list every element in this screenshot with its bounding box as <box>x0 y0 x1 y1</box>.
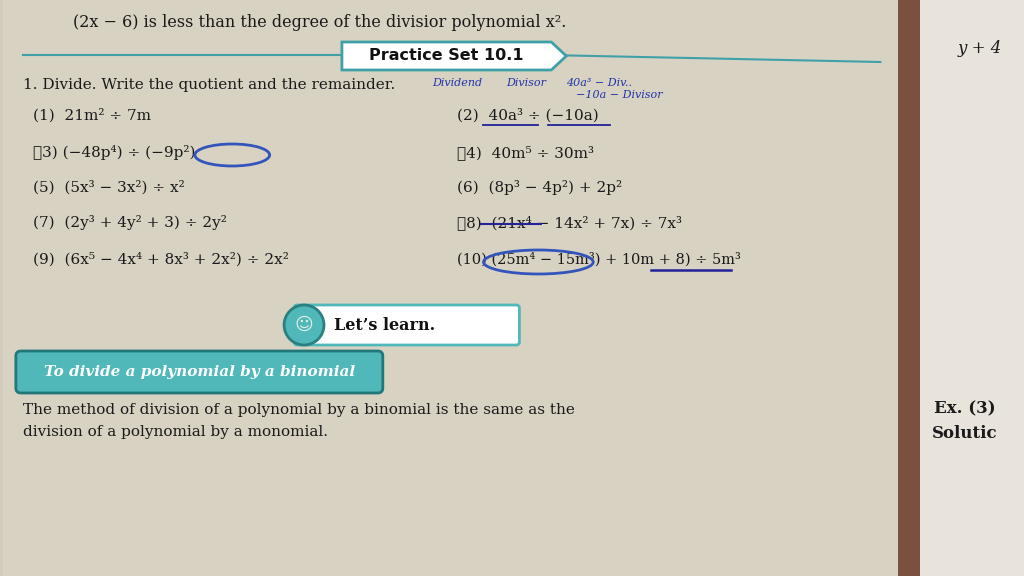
Text: (6)  (8p³ − 4p²) + 2p²: (6) (8p³ − 4p²) + 2p² <box>457 180 622 195</box>
Text: (2)  40a³ ÷ (−10a): (2) 40a³ ÷ (−10a) <box>457 108 598 122</box>
FancyBboxPatch shape <box>294 305 519 345</box>
Text: ✓4)  40m⁵ ÷ 30m³: ✓4) 40m⁵ ÷ 30m³ <box>457 145 594 160</box>
Text: −10a − Divisor: −10a − Divisor <box>577 90 663 100</box>
Text: ☺: ☺ <box>295 316 313 334</box>
Text: 1. Divide. Write the quotient and the remainder.: 1. Divide. Write the quotient and the re… <box>23 78 395 92</box>
Text: The method of division of a polynomial by a binomial is the same as the: The method of division of a polynomial b… <box>23 403 574 417</box>
Text: (9)  (6x⁵ − 4x⁴ + 8x³ + 2x²) ÷ 2x²: (9) (6x⁵ − 4x⁴ + 8x³ + 2x²) ÷ 2x² <box>33 252 289 266</box>
Circle shape <box>284 305 324 345</box>
Text: ✓3) (−48p⁴) ÷ (−9p²): ✓3) (−48p⁴) ÷ (−9p²) <box>33 145 196 160</box>
Text: 40a³ − Div..: 40a³ − Div.. <box>566 78 632 88</box>
Polygon shape <box>3 0 900 576</box>
Text: Solutic: Solutic <box>933 425 998 442</box>
Text: (7)  (2y³ + 4y² + 3) ÷ 2y²: (7) (2y³ + 4y² + 3) ÷ 2y² <box>33 215 226 230</box>
Text: (5)  (5x³ − 3x²) ÷ x²: (5) (5x³ − 3x²) ÷ x² <box>33 180 184 194</box>
FancyBboxPatch shape <box>3 0 900 576</box>
Text: Divisor: Divisor <box>507 78 547 88</box>
Text: To divide a polynomial by a binomial: To divide a polynomial by a binomial <box>44 365 355 379</box>
FancyBboxPatch shape <box>15 351 383 393</box>
Text: y + 4: y + 4 <box>957 40 1002 57</box>
Polygon shape <box>898 0 921 576</box>
Polygon shape <box>342 42 566 70</box>
Text: Dividend: Dividend <box>432 78 482 88</box>
Text: Ex. (3): Ex. (3) <box>934 400 996 417</box>
Text: Practice Set 10.1: Practice Set 10.1 <box>370 48 524 63</box>
Text: ✗8)  (21x⁴ − 14x² + 7x) ÷ 7x³: ✗8) (21x⁴ − 14x² + 7x) ÷ 7x³ <box>457 215 682 230</box>
Text: (2x − 6) is less than the degree of the divisior polynomial x².: (2x − 6) is less than the degree of the … <box>73 14 566 31</box>
Polygon shape <box>921 0 1024 576</box>
Text: division of a polynomial by a monomial.: division of a polynomial by a monomial. <box>23 425 328 439</box>
Text: (10) (25m⁴ − 15m³) + 10m + 8) ÷ 5m³: (10) (25m⁴ − 15m³) + 10m + 8) ÷ 5m³ <box>457 252 740 266</box>
Text: Let’s learn.: Let’s learn. <box>334 316 435 334</box>
Text: (1)  21m² ÷ 7m: (1) 21m² ÷ 7m <box>33 108 151 122</box>
